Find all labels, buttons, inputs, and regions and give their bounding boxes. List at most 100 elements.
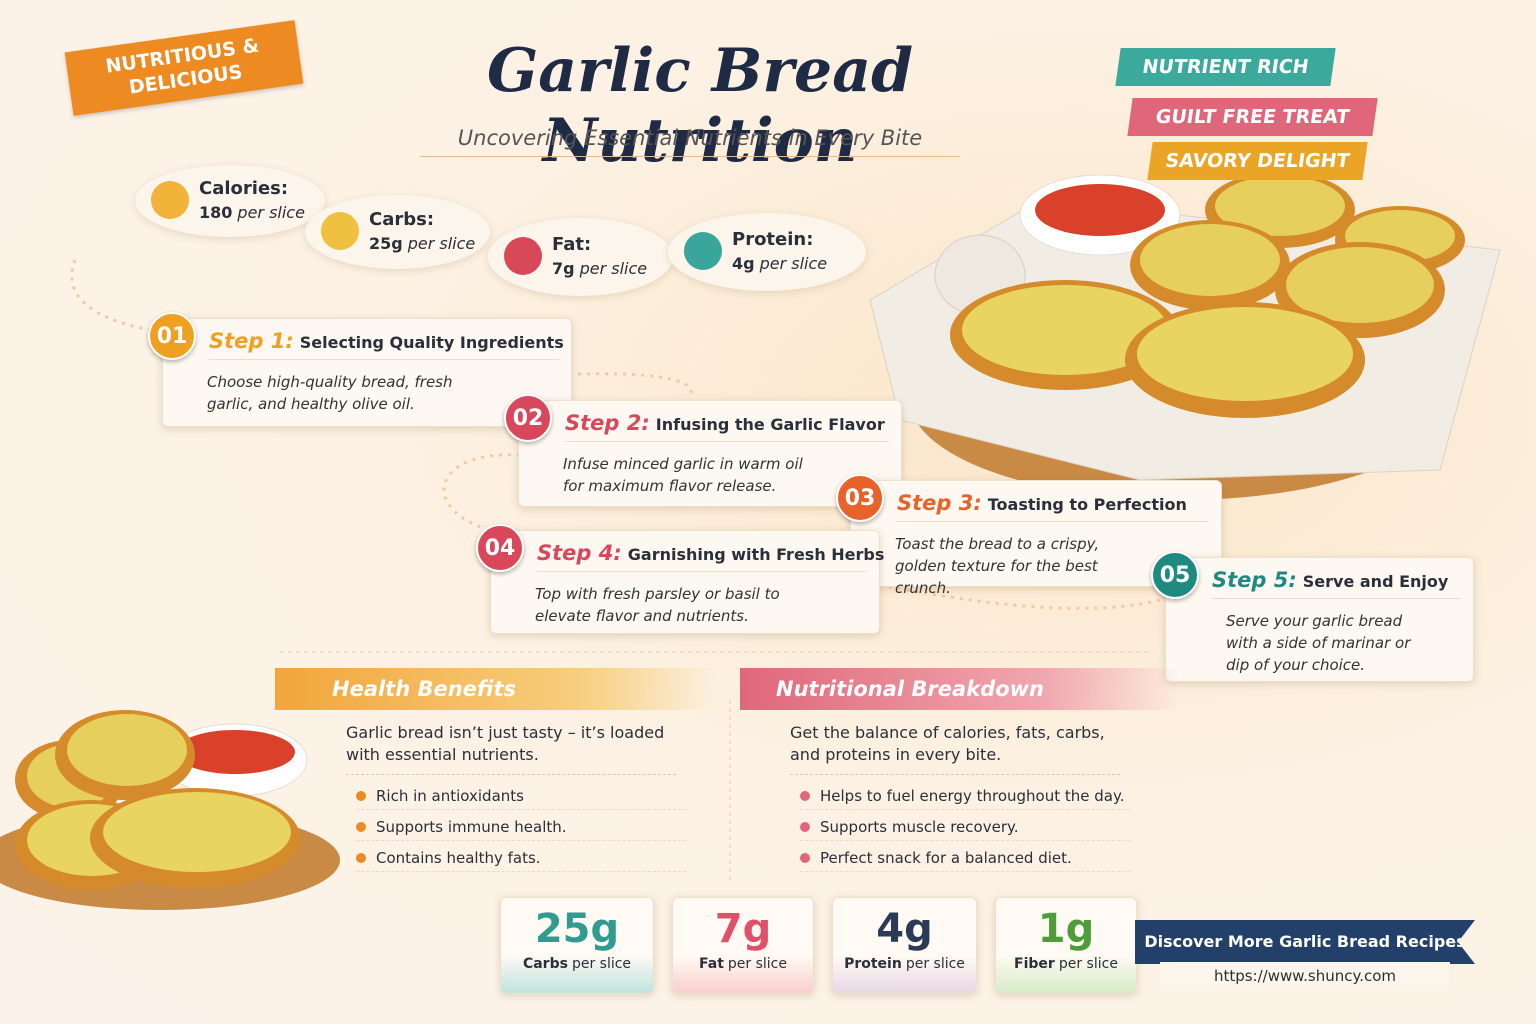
ribbon: GUILT FREE TREAT bbox=[1127, 98, 1378, 136]
step-title: Selecting Quality Ingredients bbox=[299, 333, 564, 352]
step-heading: Step 2: Infusing the Garlic Flavor bbox=[565, 411, 889, 442]
nutrient-amount: 25g bbox=[369, 234, 403, 253]
nutrient-icon bbox=[504, 237, 542, 275]
nutrient-text: Protein: 4g per slice bbox=[732, 228, 827, 276]
url[interactable]: https://www.shuncy.com bbox=[1160, 962, 1450, 990]
nutrient-icon bbox=[684, 232, 722, 270]
stat-name: Fat bbox=[699, 956, 724, 972]
nutrient-bubble: Calories: 180 per slice bbox=[135, 165, 325, 237]
section-item: Supports muscle recovery. bbox=[800, 818, 1130, 841]
stat-unit: per slice bbox=[727, 956, 787, 972]
step-number: 04 bbox=[476, 524, 524, 572]
step-text: Choose high-quality bread, fresh garlic,… bbox=[207, 373, 453, 413]
step-heading: Step 1: Selecting Quality Ingredients bbox=[209, 329, 564, 360]
section-item: Rich in antioxidants bbox=[356, 787, 686, 810]
nutrient-icon bbox=[151, 181, 189, 219]
dotted-path bbox=[442, 372, 1161, 610]
ribbon: SAVORY DELIGHT bbox=[1147, 142, 1368, 180]
stat-card: 4g Protein per slice bbox=[832, 897, 977, 994]
bullet bbox=[356, 853, 366, 863]
nutrient-unit: per slice bbox=[407, 234, 476, 253]
section-intro: Garlic bread isn’t just tasty – it’s loa… bbox=[346, 722, 676, 775]
section-item: Perfect snack for a balanced diet. bbox=[800, 849, 1130, 872]
step-heading: Step 4: Garnishing with Fresh Herbs bbox=[537, 541, 884, 572]
item-text: Supports muscle recovery. bbox=[820, 818, 1019, 836]
nutrient-amount: 180 bbox=[199, 203, 233, 222]
section-item: Contains healthy fats. bbox=[356, 849, 686, 872]
step-number: 02 bbox=[504, 394, 552, 442]
bullet bbox=[356, 791, 366, 801]
stat-name: Fiber bbox=[1014, 956, 1055, 972]
stat-unit: per slice bbox=[1058, 956, 1118, 972]
step-card: Step 4: Garnishing with Fresh Herbs Top wi… bbox=[490, 530, 884, 634]
nutrient-label: Carbs: bbox=[369, 209, 435, 230]
step-label: Step 2: bbox=[565, 411, 650, 435]
step-heading: Step 3: Toasting to Perfection bbox=[897, 491, 1209, 522]
stat-unit: per slice bbox=[571, 956, 632, 972]
bullet bbox=[800, 853, 810, 863]
bullet bbox=[356, 822, 366, 832]
nutrient-text: Calories: 180 per slice bbox=[199, 177, 305, 225]
title: Garlic Bread Nutrition bbox=[486, 36, 914, 176]
step-label: Step 3: bbox=[897, 491, 982, 515]
nutrient-text: Carbs: 25g per slice bbox=[369, 208, 475, 256]
step-text: Serve your garlic bread with a side of m… bbox=[1226, 612, 1411, 674]
item-text: Contains healthy fats. bbox=[376, 849, 541, 867]
step-title: Infusing the Garlic Flavor bbox=[655, 415, 885, 434]
stat-value: 4g bbox=[876, 906, 933, 952]
step-heading: Step 5: Serve and Enjoy bbox=[1212, 568, 1461, 599]
nutrient-amount: 4g bbox=[732, 254, 755, 273]
nutrient-label: Fat: bbox=[552, 234, 592, 255]
garlic-bread-plate bbox=[869, 172, 1501, 500]
subtitle: Uncovering Essential Nutrients in Every … bbox=[420, 126, 960, 157]
nutrient-amount: 7g bbox=[552, 259, 575, 278]
garlic-bread-plate-small bbox=[0, 710, 340, 910]
section-intro: Get the balance of calories, fats, carbs… bbox=[790, 722, 1120, 775]
stat-label: Protein per slice bbox=[833, 956, 976, 972]
step-number: 03 bbox=[836, 474, 884, 522]
bullet bbox=[800, 822, 810, 832]
stat-card: 25g Carbs per slice bbox=[500, 897, 654, 994]
nutrient-bubble: Protein: 4g per slice bbox=[668, 213, 866, 291]
ribbon: NUTRIENT RICH bbox=[1115, 48, 1336, 86]
stat-name: Protein bbox=[844, 956, 902, 972]
step-card: Step 5: Serve and Enjoy Serve your garlic … bbox=[1165, 557, 1474, 682]
step-title: Serve and Enjoy bbox=[1302, 572, 1449, 591]
step-label: Step 1: bbox=[209, 329, 294, 353]
step-number: 05 bbox=[1151, 551, 1199, 599]
nutrient-icon bbox=[321, 212, 359, 250]
bullet bbox=[800, 791, 810, 801]
nutrient-label: Calories: bbox=[199, 178, 289, 199]
stat-value: 25g bbox=[534, 906, 620, 952]
step-title: Toasting to Perfection bbox=[987, 495, 1187, 514]
stat-name: Carbs bbox=[522, 956, 568, 972]
nutrient-unit: per slice bbox=[759, 254, 828, 273]
step-text: Infuse minced garlic in warm oil for max… bbox=[563, 455, 803, 495]
stat-card: 1g Fiber per slice bbox=[995, 897, 1137, 994]
stat-label: Fiber per slice bbox=[996, 956, 1136, 972]
section-title: Health Benefits bbox=[275, 668, 715, 710]
nutrient-label: Protein: bbox=[732, 229, 814, 250]
stat-value: 7g bbox=[714, 906, 772, 952]
item-text: Perfect snack for a balanced diet. bbox=[820, 849, 1072, 867]
nutrient-bubble: Fat: 7g per slice bbox=[488, 218, 673, 296]
nutrient-unit: per slice bbox=[237, 203, 305, 222]
step-label: Step 5: bbox=[1212, 568, 1297, 592]
stat-value: 1g bbox=[1037, 906, 1095, 952]
cta-banner[interactable]: Discover More Garlic Bread Recipes bbox=[1135, 920, 1475, 964]
step-card: Step 1: Selecting Quality Ingredients Choo… bbox=[162, 318, 572, 427]
dotted-path bbox=[70, 259, 151, 332]
stat-unit: per slice bbox=[905, 956, 965, 972]
item-text: Supports immune health. bbox=[376, 818, 567, 836]
step-number: 01 bbox=[148, 312, 196, 360]
step-text: Top with fresh parsley or basil to eleva… bbox=[535, 585, 780, 625]
step-label: Step 4: bbox=[537, 541, 622, 565]
item-text: Helps to fuel energy throughout the day. bbox=[820, 787, 1125, 805]
nutrient-bubble: Carbs: 25g per slice bbox=[305, 195, 490, 269]
stat-card: 7g Fat per slice bbox=[672, 897, 814, 994]
item-text: Rich in antioxidants bbox=[376, 787, 524, 805]
section-item: Helps to fuel energy throughout the day. bbox=[800, 787, 1130, 810]
section-item: Supports immune health. bbox=[356, 818, 686, 841]
